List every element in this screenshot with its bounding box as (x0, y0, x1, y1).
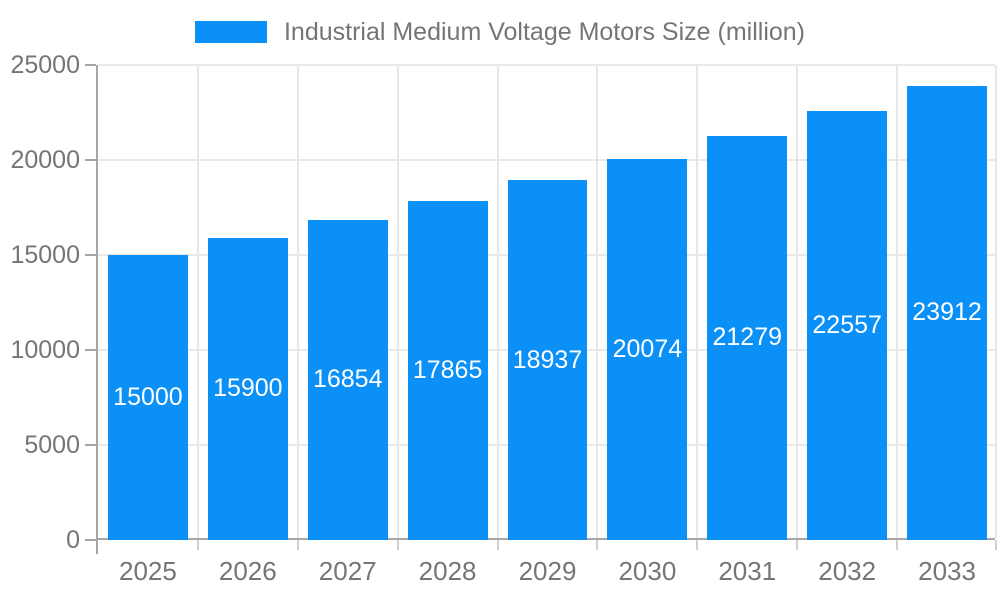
x-gridline (796, 65, 799, 538)
x-axis-label: 2028 (418, 556, 477, 586)
y-axis-label: 5000 (24, 431, 80, 459)
y-gridline (98, 159, 995, 161)
y-axis-label: 0 (66, 526, 80, 554)
x-gridline (396, 65, 399, 538)
legend-series-label: Industrial Medium Voltage Motors Size (m… (283, 18, 806, 46)
bar-2029[interactable]: 18937 (507, 180, 588, 540)
bar-2030[interactable]: 20074 (607, 158, 688, 540)
bar-2027[interactable]: 16854 (307, 219, 388, 540)
x-axis-label: 2027 (318, 556, 377, 586)
bar-2031[interactable]: 21279 (707, 135, 788, 540)
legend-swatch (194, 21, 267, 43)
bar-2032[interactable]: 22557 (807, 111, 888, 540)
y-axis-tick (85, 539, 96, 541)
y-gridline (98, 64, 995, 66)
bar-2026[interactable]: 15900 (207, 237, 288, 540)
x-gridline (696, 65, 699, 538)
x-gridline (296, 65, 299, 538)
x-axis-tick (596, 540, 599, 550)
bar-value-label: 17865 (412, 355, 483, 384)
y-axis-label: 20000 (10, 146, 80, 174)
x-axis-tick (995, 540, 997, 550)
x-gridline (196, 65, 199, 538)
x-gridline (896, 65, 899, 538)
x-gridline (496, 65, 499, 538)
y-axis-tick (85, 254, 96, 256)
bar-value-label: 18937 (512, 345, 583, 374)
y-axis-tick (85, 444, 96, 446)
bar-2028[interactable]: 17865 (407, 200, 488, 540)
bar-value-label: 23912 (912, 298, 982, 327)
bar-value-label: 15000 (113, 383, 183, 411)
x-axis-tick (96, 540, 98, 554)
bar-2033[interactable]: 23912 (907, 85, 987, 540)
plot-area: 0 5000 10000 15000 20000 25000 15000 2025 15900 2… (10, 51, 997, 586)
x-axis-tick (496, 540, 499, 550)
x-axis-label: 2025 (119, 556, 177, 586)
x-axis-label: 2029 (518, 556, 577, 586)
x-axis-label: 2026 (218, 556, 277, 586)
x-axis-label: 2031 (718, 556, 777, 586)
y-axis-tick (85, 64, 96, 66)
x-gridline (995, 65, 997, 538)
bar-2025[interactable]: 15000 (107, 255, 188, 540)
bar-value-label: 16854 (312, 365, 383, 394)
y-axis-tick (85, 159, 96, 161)
x-axis-tick (896, 540, 899, 550)
bar-value-label: 20074 (612, 334, 683, 363)
bar-value-label: 15900 (213, 374, 283, 403)
x-gridline (596, 65, 599, 538)
x-axis-label: 2033 (918, 556, 976, 586)
x-axis-tick (396, 540, 399, 550)
legend[interactable]: Industrial Medium Voltage Motors Size (m… (0, 19, 1000, 45)
y-axis-label: 25000 (10, 51, 80, 79)
x-axis-label: 2030 (618, 556, 677, 586)
x-axis-tick (296, 540, 299, 550)
y-axis-label: 15000 (10, 241, 80, 269)
x-axis-tick (796, 540, 799, 550)
bar-value-label: 22557 (812, 311, 882, 340)
bar-value-label: 21279 (712, 323, 783, 352)
x-axis-tick (196, 540, 199, 550)
y-axis-tick (85, 349, 96, 351)
y-axis-label: 10000 (10, 336, 80, 364)
x-axis-label: 2032 (818, 556, 877, 586)
x-axis-tick (696, 540, 699, 550)
